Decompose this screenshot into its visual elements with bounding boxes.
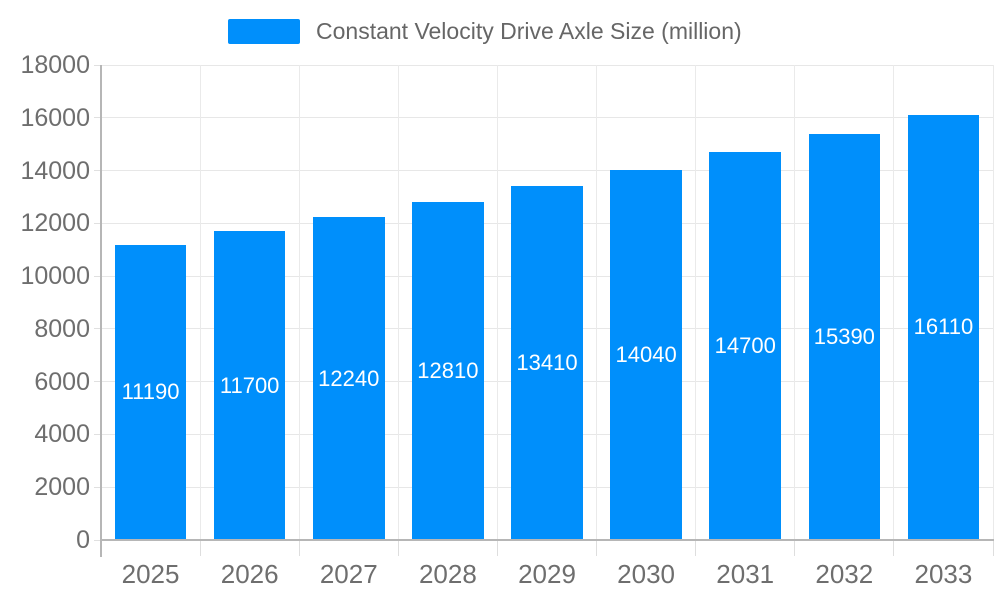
x-axis-tick	[199, 540, 201, 556]
y-axis-tick	[94, 117, 101, 119]
x-axis-label: 2031	[716, 559, 775, 589]
y-axis-tick	[94, 381, 101, 383]
gridline-vertical	[695, 65, 697, 540]
y-axis-label: 12000	[20, 209, 90, 238]
gridline-vertical	[298, 65, 300, 540]
bar-value-label: 14700	[714, 333, 776, 359]
bar-value-label: 12810	[417, 357, 479, 383]
y-axis-label: 2000	[34, 473, 90, 502]
bar-value-label: 11190	[121, 379, 180, 405]
y-axis-label: 10000	[20, 262, 90, 291]
y-axis-tick	[94, 222, 101, 224]
y-axis-tick	[94, 486, 101, 488]
bar-2025[interactable]: 11190	[114, 244, 187, 540]
bar-2033[interactable]: 16110	[907, 114, 980, 540]
gridline-vertical	[199, 65, 201, 540]
y-axis-label: 0	[76, 526, 90, 554]
x-axis-tick	[794, 540, 796, 556]
y-axis-label: 18000	[20, 51, 90, 79]
chart-legend[interactable]: Constant Velocity Drive Axle Size (milli…	[228, 18, 742, 45]
gridline-vertical	[596, 65, 598, 540]
bar-2030[interactable]: 14040	[610, 169, 682, 540]
x-axis-label: 2033	[914, 559, 973, 589]
y-axis-tick	[94, 64, 101, 66]
gridline-vertical	[893, 65, 895, 540]
x-axis-label: 2030	[617, 559, 676, 589]
y-axis-tick	[94, 539, 101, 541]
x-axis-tick	[992, 540, 994, 556]
bar-2031[interactable]: 14700	[709, 152, 781, 540]
y-axis-line	[100, 65, 102, 557]
x-axis-line	[100, 539, 994, 541]
gridline-vertical	[496, 65, 498, 540]
bar-value-label: 12240	[318, 365, 380, 391]
x-axis-label: 2032	[815, 559, 874, 589]
x-axis-label: 2025	[121, 559, 180, 589]
bar-2026[interactable]: 11700	[213, 231, 286, 540]
y-axis-label: 16000	[20, 103, 90, 132]
gridline-horizontal	[101, 64, 993, 66]
y-axis-label: 8000	[34, 314, 90, 343]
y-axis-tick	[94, 433, 101, 435]
plot-area: 11190 11700 12240 12810 13410 14040 14700 15390…	[94, 64, 994, 557]
gridline-vertical	[992, 65, 994, 540]
y-axis-label: 6000	[34, 367, 90, 396]
legend-label: Constant Velocity Drive Axle Size (milli…	[316, 18, 742, 44]
bar-2028[interactable]: 12810	[412, 201, 484, 540]
gridline-vertical	[397, 65, 399, 540]
y-axis-label: 14000	[20, 156, 90, 185]
y-axis-label: 4000	[34, 420, 90, 449]
bar-value-label: 14040	[615, 341, 677, 367]
x-axis-label: 2026	[220, 559, 279, 589]
bar-2032[interactable]: 15390	[808, 133, 881, 540]
bar-value-label: 13410	[516, 350, 578, 376]
x-axis-label: 2027	[319, 559, 378, 589]
x-axis-tick	[397, 540, 399, 556]
bar-value-label: 11700	[219, 372, 280, 398]
y-axis-tick	[94, 275, 101, 277]
gridline-horizontal	[101, 117, 993, 119]
x-axis-tick	[496, 540, 498, 556]
x-axis-label: 2028	[418, 559, 477, 589]
x-axis-tick	[298, 540, 300, 556]
gridline-vertical	[794, 65, 796, 540]
bar-2027[interactable]: 12240	[313, 217, 385, 540]
gridline-horizontal	[101, 170, 993, 172]
x-axis-tick	[893, 540, 895, 556]
bar-2029[interactable]: 13410	[511, 186, 583, 540]
bar-value-label: 15390	[813, 323, 875, 349]
y-axis-tick	[94, 328, 101, 330]
bar-value-label: 16110	[913, 314, 974, 340]
x-axis-tick	[596, 540, 598, 556]
x-axis-label: 2029	[518, 559, 576, 589]
legend-swatch	[228, 19, 300, 44]
y-axis-tick	[94, 170, 101, 172]
x-axis-tick	[695, 540, 697, 556]
